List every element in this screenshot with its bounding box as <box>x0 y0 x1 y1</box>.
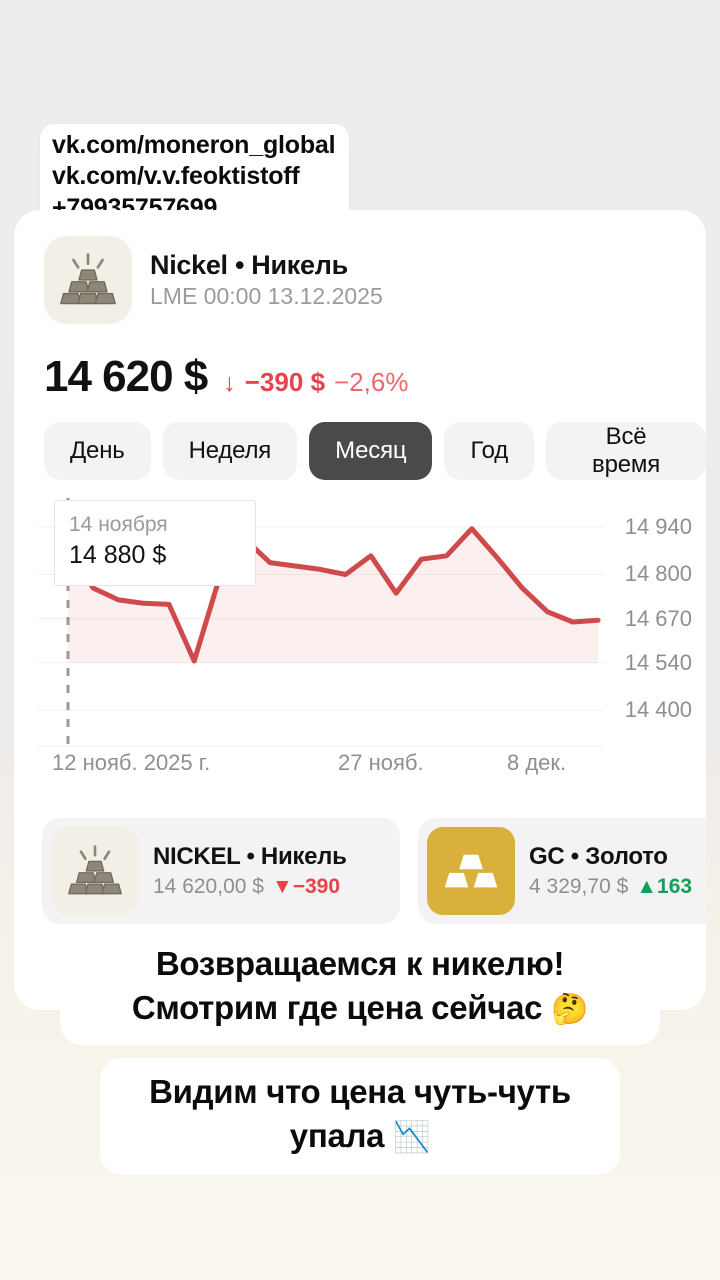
current-price: 14 620 $ <box>44 352 208 401</box>
tab-month[interactable]: Месяц <box>309 422 433 480</box>
watch-price-gold: 4 329,70 $ <box>529 875 629 898</box>
caption2-line1: Видим что цена чуть-чуть <box>149 1073 571 1110</box>
tooltip-date: 14 ноября <box>69 513 168 536</box>
chart-x-axis: 12 нояб. 2025 г. 27 нояб. 8 дек. <box>52 750 612 786</box>
price-change: ↓ −390 $ −2,6% <box>223 367 408 398</box>
quote-card: Nickel • Никель LME 00:00 13.12.2025 14 … <box>14 210 706 1010</box>
x-tick-0: 12 нояб. 2025 г. <box>52 750 211 775</box>
caption1-line2: Смотрим где цена сейчас <box>131 988 543 1026</box>
nickel-ingots-icon <box>44 236 132 324</box>
arrow-down-icon: ↓ <box>223 369 236 397</box>
nickel-ingots-icon <box>51 827 139 915</box>
y-tick-3: 14 540 <box>624 649 692 675</box>
price-row: 14 620 $ ↓ −390 $ −2,6% <box>44 352 408 402</box>
overlay-vk-group-line: vk.com/moneron_global <box>52 131 336 159</box>
watch-name-gold: GC • Золото <box>529 843 668 870</box>
chart-decreasing-emoji: 📉 <box>393 1120 431 1154</box>
range-tabs[interactable]: День Неделя Месяц Год Всё время <box>44 422 706 480</box>
tab-all-time[interactable]: Всё время <box>546 422 706 480</box>
chart-line <box>65 526 601 664</box>
caption-bubble-2: Видим что цена чуть-чуть упала 📉 <box>100 1058 620 1176</box>
watch-delta-nickel: ▼−390 <box>271 875 341 898</box>
y-tick-1: 14 800 <box>624 561 692 587</box>
asset-name: Nickel • Никель <box>150 250 348 280</box>
asset-header: Nickel • Никель LME 00:00 13.12.2025 <box>44 236 383 324</box>
caption-bubble-1: Возвращаемся к никелю! Смотрим где цена … <box>60 932 660 1046</box>
chart-y-axis: 14 940 14 800 14 670 14 540 14 400 <box>590 498 698 748</box>
overlay-vk-profile-line: vk.com/v.v.feoktistoff <box>52 162 300 191</box>
chart-tooltip: 14 ноября 14 880 $ <box>54 500 256 587</box>
watch-card-gold[interactable]: GC • Золото 4 329,70 $ ▲163 <box>418 818 706 924</box>
price-change-absolute: −390 $ <box>244 367 326 397</box>
thinking-face-emoji: 🤔 <box>551 992 589 1026</box>
tab-year[interactable]: Год <box>444 422 535 480</box>
x-tick-1: 27 нояб. <box>338 750 424 775</box>
watch-name-nickel: NICKEL • Никель <box>153 843 347 870</box>
chart-svg <box>38 498 604 748</box>
caption1-line1: Возвращаемся к никелю! <box>155 945 565 982</box>
caption2-line2: упала <box>289 1116 385 1154</box>
y-tick-4: 14 400 <box>624 697 692 723</box>
gold-bars-icon <box>427 827 515 915</box>
tab-week[interactable]: Неделя <box>162 422 298 480</box>
watch-delta-gold: ▲163 <box>636 875 693 898</box>
chart-area-fill <box>68 528 598 663</box>
x-tick-2: 8 дек. <box>507 750 567 775</box>
asset-exchange-time: LME 00:00 13.12.2025 <box>150 283 383 309</box>
price-change-percent: −2,6% <box>334 367 409 397</box>
y-tick-0: 14 940 <box>624 513 692 539</box>
watch-card-nickel[interactable]: NICKEL • Никель 14 620,00 $ ▼−390 <box>42 818 400 924</box>
watch-price-nickel: 14 620,00 $ <box>153 875 264 898</box>
price-chart[interactable]: 14 940 14 800 14 670 14 540 14 400 12 но… <box>38 498 698 788</box>
y-tick-2: 14 670 <box>624 605 692 631</box>
watchlist: NICKEL • Никель 14 620,00 $ ▼−390 GC <box>42 818 706 924</box>
tooltip-value: 14 880 $ <box>69 541 167 570</box>
tab-day[interactable]: День <box>44 422 151 480</box>
